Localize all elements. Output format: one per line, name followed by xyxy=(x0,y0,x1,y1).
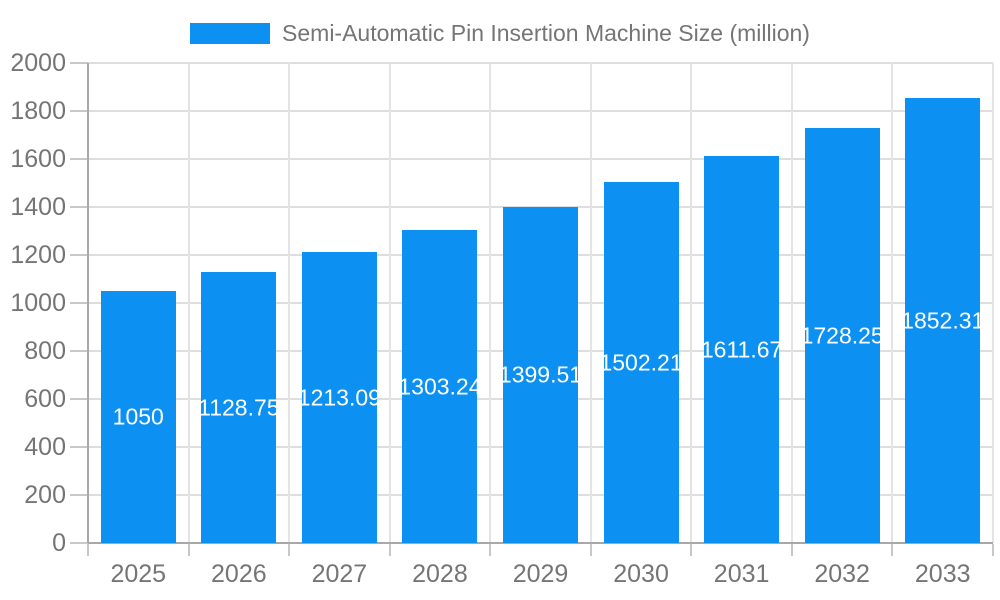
h-gridline xyxy=(88,62,993,64)
x-tick-label: 2026 xyxy=(211,560,267,588)
y-axis-tick xyxy=(70,350,88,352)
bar-2030[interactable]: 1502.21 xyxy=(603,182,679,543)
bar-value-label: 1303.24 xyxy=(402,373,478,399)
y-axis-tick xyxy=(70,206,88,208)
y-axis-tick xyxy=(70,542,88,544)
x-tick-label: 2030 xyxy=(613,560,669,588)
y-tick-label: 800 xyxy=(24,337,66,365)
bar-2029[interactable]: 1399.51 xyxy=(503,207,578,543)
bar-value-label: 1399.51 xyxy=(503,361,578,388)
bar-2027[interactable]: 1213.09 xyxy=(301,252,377,543)
y-axis-tick xyxy=(70,158,88,160)
bar-value-label: 1128.75 xyxy=(201,394,277,420)
y-tick-label: 2000 xyxy=(10,49,66,77)
x-axis-tick xyxy=(87,544,89,556)
y-tick-label: 1200 xyxy=(10,241,66,269)
x-axis-tick xyxy=(589,544,592,556)
x-axis-tick xyxy=(992,544,994,556)
y-tick-label: 200 xyxy=(24,481,66,509)
v-gridline xyxy=(790,63,793,543)
legend[interactable]: Semi-Automatic Pin Insertion Machine Siz… xyxy=(0,19,1000,46)
y-axis-line xyxy=(87,63,89,543)
y-axis-tick xyxy=(70,494,88,496)
x-axis-tick xyxy=(690,544,693,556)
legend-swatch xyxy=(190,22,271,44)
bar-value-label: 1852.31 xyxy=(905,307,981,333)
v-gridline xyxy=(388,63,391,543)
v-gridline xyxy=(891,63,894,543)
bar-value-label: 1050 xyxy=(112,403,164,430)
bar-value-label: 1611.67 xyxy=(704,336,780,362)
y-tick-label: 1400 xyxy=(10,193,66,221)
v-gridline xyxy=(690,63,693,543)
bar-value-label: 1728.25 xyxy=(804,322,880,348)
x-axis-line xyxy=(88,542,993,544)
y-axis-tick xyxy=(70,254,88,256)
h-gridline xyxy=(88,110,993,112)
h-gridline xyxy=(88,158,993,160)
y-tick-label: 1800 xyxy=(10,97,66,125)
y-axis-tick xyxy=(70,446,88,448)
v-gridline xyxy=(288,63,291,543)
y-tick-label: 400 xyxy=(24,433,66,461)
v-gridline xyxy=(489,63,492,543)
y-axis-tick xyxy=(70,398,88,400)
y-tick-label: 0 xyxy=(52,529,66,557)
bar-2031[interactable]: 1611.67 xyxy=(704,156,780,543)
y-tick-label: 600 xyxy=(24,385,66,413)
legend-label: Semi-Automatic Pin Insertion Machine Siz… xyxy=(282,19,810,46)
x-tick-label: 2028 xyxy=(412,560,468,588)
x-axis-tick xyxy=(388,544,391,556)
y-axis-tick xyxy=(70,110,88,112)
x-axis-tick xyxy=(187,544,190,556)
bar-2032[interactable]: 1728.25 xyxy=(804,128,880,543)
x-tick-label: 2025 xyxy=(110,560,167,588)
y-tick-label: 1600 xyxy=(10,145,66,173)
bar-value-label: 1213.09 xyxy=(301,384,377,410)
x-tick-label: 2032 xyxy=(814,560,870,588)
x-tick-label: 2027 xyxy=(311,560,368,588)
x-axis-tick xyxy=(489,544,492,556)
v-gridline xyxy=(187,63,190,543)
y-tick-label: 1000 xyxy=(10,289,66,317)
bar-2026[interactable]: 1128.75 xyxy=(201,272,277,543)
bar-2028[interactable]: 1303.24 xyxy=(402,230,478,543)
bar-value-label: 1502.21 xyxy=(603,349,679,375)
v-gridline xyxy=(992,63,994,543)
x-axis-tick xyxy=(790,544,793,556)
bar-2033[interactable]: 1852.31 xyxy=(905,98,981,543)
x-tick-label: 2033 xyxy=(914,560,971,588)
bar-2025[interactable]: 1050 xyxy=(100,291,176,543)
y-axis-tick xyxy=(70,302,88,304)
v-gridline xyxy=(589,63,592,543)
x-tick-label: 2031 xyxy=(713,560,770,588)
y-axis-tick xyxy=(70,62,88,64)
x-axis-tick xyxy=(891,544,894,556)
x-tick-label: 2029 xyxy=(512,560,569,588)
x-axis-tick xyxy=(288,544,291,556)
